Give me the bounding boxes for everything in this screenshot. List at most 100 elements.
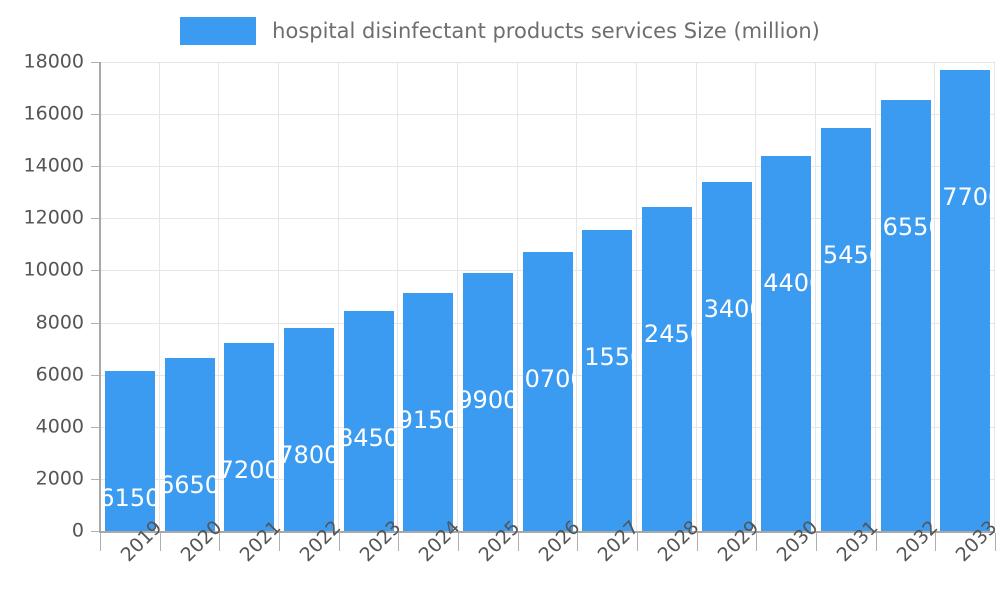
x-axis-tick-mark	[160, 533, 161, 551]
y-axis-tick-mark	[91, 218, 100, 220]
y-axis-tick-mark	[91, 62, 100, 63]
y-axis-tick-label: 8000	[35, 311, 84, 334]
y-axis-tick-label: 4000	[35, 415, 84, 438]
bar[interactable]: 9900	[462, 273, 513, 531]
gridline-horizontal	[100, 166, 995, 168]
gridline-horizontal	[100, 218, 995, 220]
x-axis-tick-mark	[995, 533, 996, 551]
y-axis-tick-label: 0	[71, 519, 84, 542]
x-axis-tick-label: 2028	[653, 516, 704, 567]
bar-value-label: 6150	[104, 483, 155, 512]
gridline-vertical	[755, 62, 756, 531]
x-axis-tick-mark	[637, 533, 638, 551]
y-axis-tick-mark	[91, 478, 100, 480]
x-axis-tick-label: 2026	[534, 516, 584, 567]
x-axis-tick-mark	[458, 533, 459, 551]
x-axis-tick-label: 2021	[235, 516, 286, 567]
bar[interactable]: 6150	[104, 370, 155, 531]
x-axis-tick-mark	[577, 533, 578, 551]
bar-value-label: 11550	[582, 343, 632, 372]
x-axis-tick-label: 2032	[892, 516, 942, 567]
bar[interactable]: 14400	[761, 155, 812, 531]
bar-value-label: 8450	[343, 423, 394, 452]
bar[interactable]: 7800	[283, 327, 334, 531]
gridline-vertical	[576, 62, 577, 531]
x-axis-tick-mark	[279, 533, 280, 551]
bar[interactable]: 15450	[820, 128, 871, 531]
gridline-vertical	[994, 62, 995, 531]
gridline-vertical	[278, 62, 279, 531]
legend-series-label: hospital disinfectant products services …	[272, 18, 820, 43]
bar-value-label: 17700	[940, 182, 990, 211]
y-axis-tick-mark	[91, 531, 100, 532]
bar[interactable]: 12450	[641, 206, 692, 531]
bar-value-label: 7200	[224, 456, 275, 485]
plot-area: 6150 6650 7200 7800 8450 9150 9900 10700 11550 12…	[100, 62, 995, 532]
x-axis-tick-label: 2030	[772, 516, 823, 567]
y-axis-tick-label: 6000	[35, 363, 84, 386]
y-axis-tick-label: 14000	[23, 154, 84, 177]
gridline-vertical	[338, 62, 339, 531]
y-axis-tick-label: 12000	[23, 206, 84, 229]
bar-value-label: 6650	[164, 470, 215, 499]
y-axis-tick-mark	[91, 426, 100, 428]
gridline-vertical	[397, 62, 398, 531]
legend-color-swatch	[180, 17, 257, 45]
bar[interactable]: 6650	[164, 357, 215, 531]
x-axis-tick-mark	[518, 533, 519, 551]
gridline-vertical	[159, 62, 160, 531]
y-axis-tick-label: 10000	[23, 258, 84, 281]
bar[interactable]: 11550	[582, 230, 633, 531]
plot-top-border	[100, 62, 995, 63]
y-axis-tick-mark	[91, 322, 100, 324]
x-axis-tick-mark	[339, 533, 340, 551]
chart-legend: hospital disinfectant products services …	[0, 10, 1000, 52]
x-axis-tick-label: 2024	[414, 516, 465, 567]
x-axis-tick-label: 2027	[593, 516, 644, 567]
bar-value-label: 10700	[523, 365, 573, 394]
bar-value-label: 14400	[761, 268, 811, 297]
y-axis-tick-label: 18000	[23, 50, 84, 73]
x-axis-tick-mark	[697, 533, 698, 551]
y-axis-spine	[99, 62, 101, 532]
x-axis-tick-label: 2031	[832, 516, 883, 567]
gridline-vertical	[636, 62, 637, 531]
x-axis-tick-label: 2020	[176, 516, 226, 567]
y-axis-tick-label: 2000	[35, 467, 84, 490]
bar-value-label: 9150	[403, 405, 454, 434]
y-axis-tick-mark	[91, 166, 100, 168]
bar[interactable]: 16550	[880, 99, 931, 531]
gridline-vertical	[457, 62, 458, 531]
bar[interactable]: 13400	[701, 181, 752, 531]
x-axis-tick-mark	[756, 533, 757, 551]
x-axis-tick-mark	[398, 533, 399, 551]
gridline-vertical	[517, 62, 518, 531]
y-axis-tick-mark	[91, 374, 100, 376]
x-axis-tick-label: 2019	[116, 516, 167, 567]
gridline-vertical	[815, 62, 816, 531]
bar[interactable]: 9150	[403, 292, 454, 531]
x-axis-tick-label: 2023	[355, 516, 405, 567]
bar[interactable]: 10700	[522, 252, 573, 531]
gridline-vertical	[934, 62, 935, 531]
bar-value-label: 9900	[462, 386, 513, 415]
bar[interactable]: 7200	[224, 343, 275, 531]
bar-value-label: 12450	[642, 319, 692, 348]
gridline-horizontal	[100, 114, 995, 116]
x-axis-tick-label: 2022	[295, 516, 346, 567]
x-axis-tick-mark	[816, 533, 817, 551]
x-axis-tick-mark	[935, 533, 936, 551]
bar-value-label: 15450	[821, 241, 871, 270]
gridline-vertical	[696, 62, 697, 531]
y-axis-tick-label: 16000	[23, 102, 84, 125]
x-axis-tick-mark	[876, 533, 877, 551]
x-axis-tick-label: 2025	[474, 516, 525, 567]
x-axis-tick-mark	[219, 533, 220, 551]
bar[interactable]: 8450	[343, 310, 394, 531]
bar[interactable]: 17700	[940, 69, 991, 531]
x-axis-tick-label: 2033	[951, 516, 1000, 567]
x-axis-tick-label: 2029	[713, 516, 763, 567]
y-axis-tick-mark	[91, 114, 100, 116]
bar-value-label: 7800	[283, 440, 334, 469]
